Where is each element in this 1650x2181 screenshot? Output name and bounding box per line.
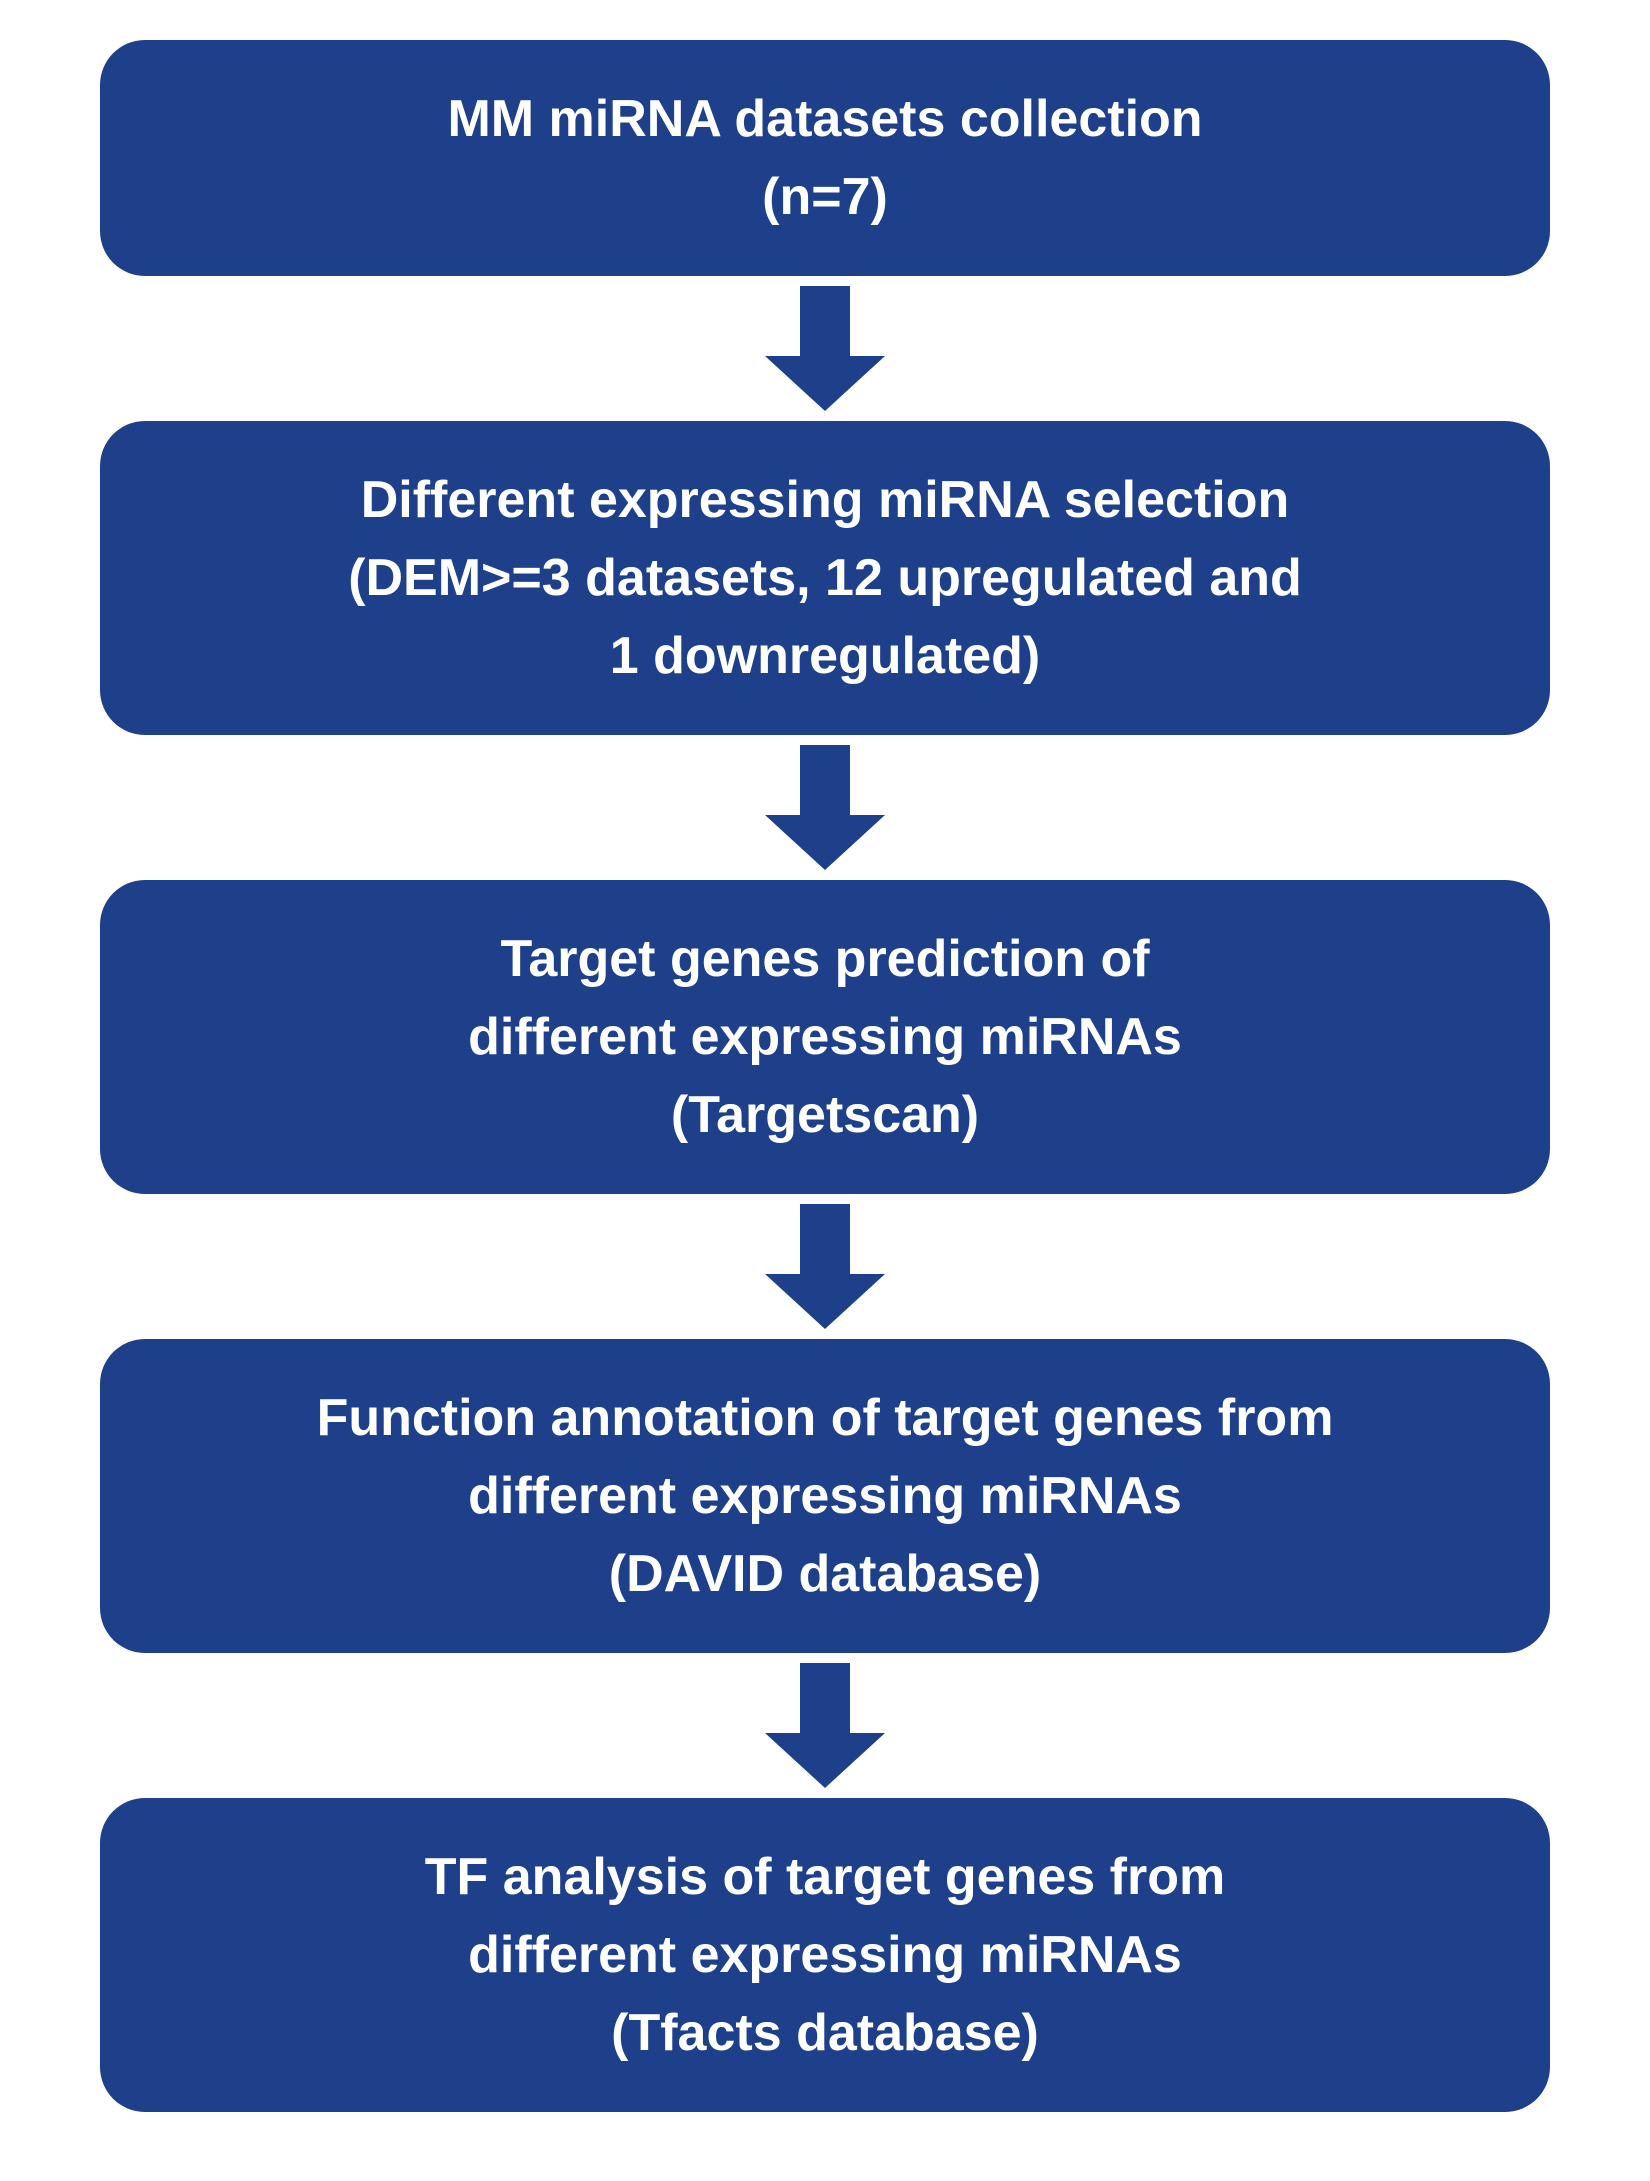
node-text-line: (n=7) — [762, 158, 888, 236]
arrow-icon — [765, 286, 885, 411]
arrow-icon — [765, 745, 885, 870]
node-text-line: Target genes prediction of — [500, 920, 1149, 998]
node-text-line: TF analysis of target genes from — [425, 1838, 1225, 1916]
node-text-line: 1 downregulated) — [610, 617, 1040, 695]
node-text-line: (DEM>=3 datasets, 12 upregulated and — [348, 539, 1302, 617]
flowchart-node-step5: TF analysis of target genes from differe… — [100, 1798, 1550, 2112]
node-text-line: different expressing miRNAs — [468, 1457, 1182, 1535]
flowchart-node-step1: MM miRNA datasets collection (n=7) — [100, 40, 1550, 276]
flowchart-node-step2: Different expressing miRNA selection (DE… — [100, 421, 1550, 735]
flowchart-container: MM miRNA datasets collection (n=7) Diffe… — [100, 40, 1550, 2112]
arrow-icon — [765, 1204, 885, 1329]
node-text-line: (Targetscan) — [671, 1076, 979, 1154]
node-text-line: MM miRNA datasets collection — [447, 80, 1202, 158]
flowchart-node-step4: Function annotation of target genes from… — [100, 1339, 1550, 1653]
node-text-line: different expressing miRNAs — [468, 1916, 1182, 1994]
arrow-icon — [765, 1663, 885, 1788]
flowchart-node-step3: Target genes prediction of different exp… — [100, 880, 1550, 1194]
node-text-line: different expressing miRNAs — [468, 998, 1182, 1076]
node-text-line: Different expressing miRNA selection — [361, 461, 1290, 539]
node-text-line: (Tfacts database) — [611, 1994, 1039, 2072]
node-text-line: (DAVID database) — [609, 1535, 1041, 1613]
node-text-line: Function annotation of target genes from — [317, 1379, 1334, 1457]
